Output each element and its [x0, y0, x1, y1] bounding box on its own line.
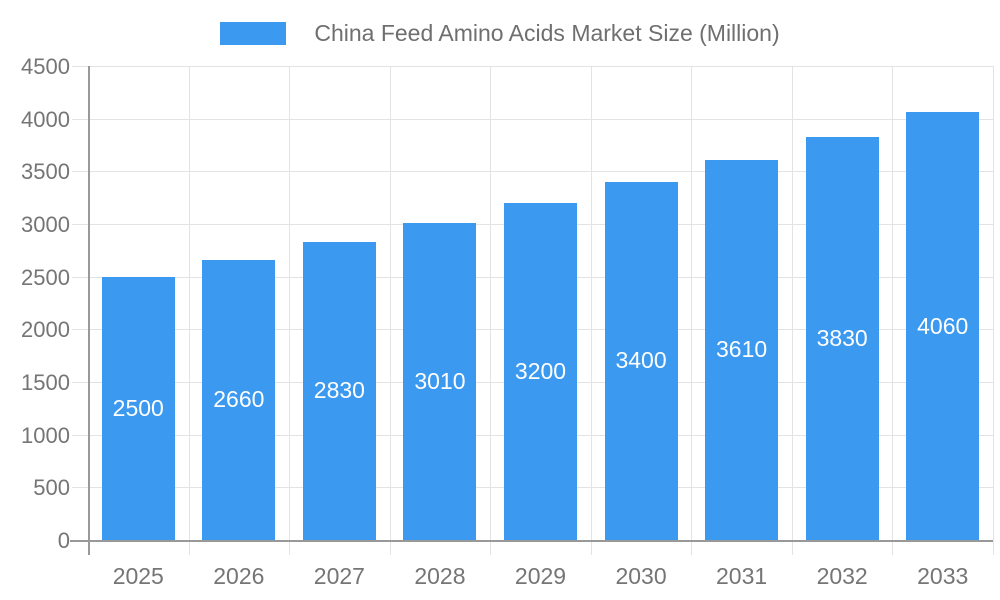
gridline-vertical: [892, 66, 894, 540]
gridline-vertical: [791, 66, 793, 540]
bar: 4060: [906, 112, 980, 540]
y-axis-tick: [72, 66, 88, 67]
x-axis-tick-label: 2027: [313, 563, 365, 589]
y-axis-tick: [72, 224, 88, 225]
x-axis-tick: [993, 540, 994, 555]
y-axis-tick: [72, 487, 88, 489]
gridline-vertical: [389, 66, 391, 540]
bar-value-label: 3610: [716, 336, 768, 363]
bar-value-label: 2500: [112, 394, 164, 421]
bar: 2660: [202, 259, 276, 540]
x-axis-tick: [691, 540, 693, 555]
chart-legend[interactable]: China Feed Amino Acids Market Size (Mill…: [0, 16, 1000, 50]
gridline-vertical: [490, 66, 492, 540]
bar-value-label: 3200: [514, 357, 567, 384]
y-axis-tick: [72, 276, 88, 278]
y-axis-tick-label: 1500: [21, 370, 70, 395]
x-axis-tick: [188, 540, 190, 555]
y-axis-tick: [72, 171, 88, 173]
y-axis-tick-label: 1000: [21, 422, 70, 448]
x-axis-tick: [389, 540, 391, 555]
y-axis-tick-label: 4000: [21, 106, 70, 132]
y-axis-line: [88, 66, 90, 555]
x-axis-tick: [490, 540, 492, 555]
y-axis-tick-label: 0: [57, 528, 70, 553]
x-axis-tick-label: 2025: [112, 563, 164, 589]
y-axis-tick: [72, 118, 88, 120]
y-axis-tick-label: 4500: [21, 54, 70, 79]
gridline-vertical: [289, 66, 291, 540]
legend-label: China Feed Amino Acids Market Size (Mill…: [314, 19, 780, 46]
x-axis-tick-label: 2033: [917, 563, 969, 589]
y-axis-tick: [72, 329, 88, 331]
gridline-vertical: [188, 66, 190, 540]
x-axis-tick-label: 2031: [716, 563, 768, 589]
bar-value-label: 4060: [917, 312, 969, 339]
bar-value-label: 2830: [313, 377, 365, 404]
x-axis-tick: [791, 540, 793, 555]
y-axis-tick-label: 500: [33, 475, 70, 501]
x-axis-tick-label: 2030: [615, 563, 667, 589]
bar-value-label: 2660: [213, 386, 265, 413]
bar: 3200: [504, 202, 577, 540]
y-axis-tick-label: 3500: [21, 159, 70, 185]
gridline-horizontal: [88, 66, 993, 67]
y-axis-tick-label: 2000: [21, 317, 70, 343]
gridline-vertical: [691, 66, 693, 540]
legend-swatch: [220, 21, 287, 45]
bar-value-label: 3400: [615, 347, 667, 374]
bar: 3610: [705, 159, 779, 540]
x-axis-tick: [892, 540, 894, 555]
bar-value-label: 3010: [414, 367, 466, 394]
x-axis-tick-label: 2028: [414, 563, 466, 589]
bar: 2830: [302, 241, 376, 540]
x-axis-tick: [590, 540, 592, 555]
x-axis-tick: [289, 540, 291, 555]
bar-value-label: 3830: [816, 324, 868, 351]
gridline-vertical: [993, 66, 994, 540]
gridline-horizontal: [88, 118, 993, 120]
gridline-vertical: [590, 66, 592, 540]
bar: 3400: [604, 181, 678, 540]
y-axis-tick: [72, 382, 88, 383]
y-axis-tick-label: 2500: [21, 264, 70, 290]
bar: 3010: [403, 222, 477, 540]
x-axis-tick-label: 2032: [816, 563, 868, 589]
x-axis-tick-label: 2029: [514, 563, 567, 589]
bar: 3830: [805, 136, 879, 540]
x-axis-tick-label: 2026: [213, 563, 265, 589]
bar: 2500: [101, 276, 175, 540]
y-axis-tick: [72, 434, 88, 436]
gridline-horizontal: [88, 171, 993, 173]
y-axis-tick-label: 3000: [21, 212, 70, 237]
x-axis-line: [70, 540, 993, 542]
